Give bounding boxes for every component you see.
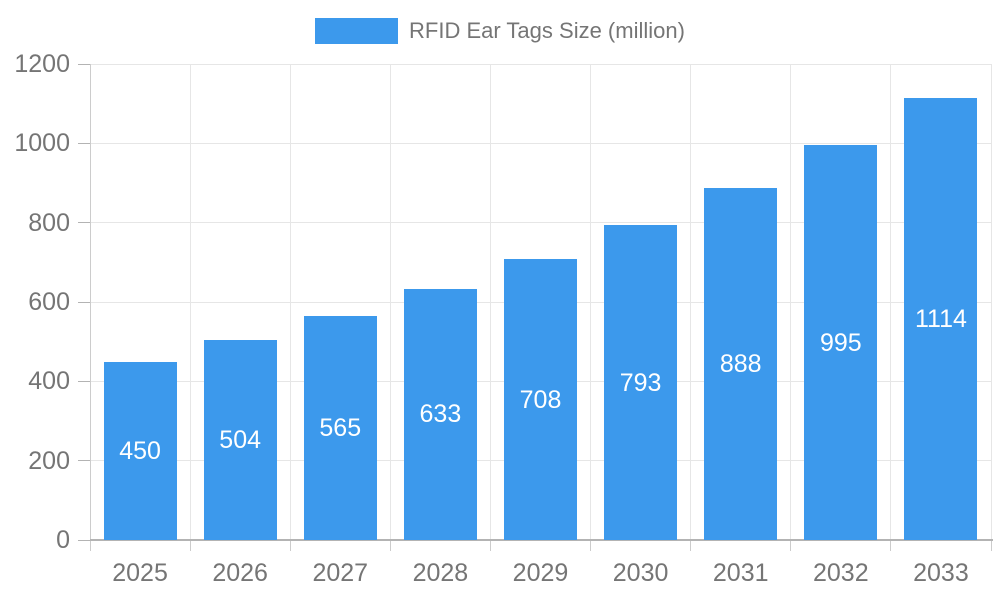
bar[interactable] [704, 187, 778, 540]
bar-value-label: 633 [419, 400, 462, 429]
y-axis-tick-label: 200 [28, 446, 70, 475]
y-axis-tick [78, 380, 90, 382]
x-gridline [489, 64, 491, 540]
bar-value-label: 793 [619, 368, 662, 397]
bar[interactable] [203, 340, 277, 540]
bar[interactable] [904, 98, 978, 540]
bar[interactable] [103, 361, 177, 540]
x-gridline [289, 64, 291, 540]
x-axis-tick-label: 2025 [112, 559, 168, 587]
x-axis-tick [890, 541, 892, 551]
bar-value-label: 708 [519, 385, 562, 414]
x-axis-tick-label: 2030 [612, 559, 669, 587]
bar-value-label: 1114 [914, 305, 967, 334]
bar-value-label: 565 [319, 413, 362, 442]
bar[interactable] [403, 288, 477, 540]
x-axis-line [90, 539, 993, 541]
x-gridline [389, 64, 391, 540]
x-axis-tick-label: 2029 [512, 559, 569, 587]
x-axis-tick-label: 2032 [813, 559, 869, 587]
x-axis-tick-label: 2031 [712, 559, 769, 587]
bar[interactable] [604, 225, 678, 540]
y-axis-line [90, 64, 91, 540]
bar-value-label: 995 [819, 328, 862, 357]
y-axis-tick-label: 0 [56, 526, 70, 554]
x-axis-tick [189, 541, 191, 551]
x-axis-tick [289, 541, 291, 551]
bar-value-label: 504 [219, 426, 262, 455]
x-axis-tick [590, 541, 592, 551]
x-axis-tick-label: 2027 [312, 559, 369, 587]
legend-swatch [315, 18, 399, 44]
chart-legend[interactable]: RFID Ear Tags Size (million) [0, 18, 1000, 44]
x-gridline [790, 64, 792, 540]
x-axis-tick [489, 541, 491, 551]
legend-label: RFID Ear Tags Size (million) [409, 18, 685, 43]
bar[interactable] [303, 315, 377, 540]
x-axis-tick-label: 2026 [212, 559, 268, 587]
x-gridline [590, 64, 592, 540]
x-gridline [189, 64, 191, 540]
x-gridline [690, 64, 692, 540]
y-gridline [90, 222, 991, 224]
y-axis-tick [78, 460, 90, 462]
x-axis-tick [690, 541, 692, 551]
bar-value-label: 888 [719, 349, 762, 378]
bar-value-label: 450 [119, 436, 161, 465]
y-axis-tick-label: 800 [28, 208, 70, 237]
y-gridline [90, 142, 991, 144]
x-axis-tick [389, 541, 391, 551]
x-gridline [890, 64, 892, 540]
x-axis-tick-label: 2033 [913, 559, 969, 587]
bar[interactable] [804, 145, 878, 540]
x-axis-tick-label: 2028 [412, 559, 469, 587]
x-axis-tick [790, 541, 792, 551]
y-axis-tick [78, 539, 90, 541]
y-gridline [90, 63, 991, 65]
y-axis-tick-label: 400 [28, 367, 70, 396]
bar[interactable] [504, 259, 577, 540]
y-axis-tick-label: 1200 [14, 50, 70, 78]
y-axis-tick [78, 301, 90, 303]
y-axis-tick-label: 1000 [14, 129, 70, 158]
y-axis-tick [78, 222, 90, 224]
x-gridline [990, 64, 992, 540]
y-axis-tick-label: 600 [28, 288, 70, 316]
y-axis-tick [78, 142, 90, 144]
x-axis-tick [89, 541, 91, 551]
y-axis-tick [78, 63, 90, 65]
x-axis-tick [990, 541, 992, 551]
